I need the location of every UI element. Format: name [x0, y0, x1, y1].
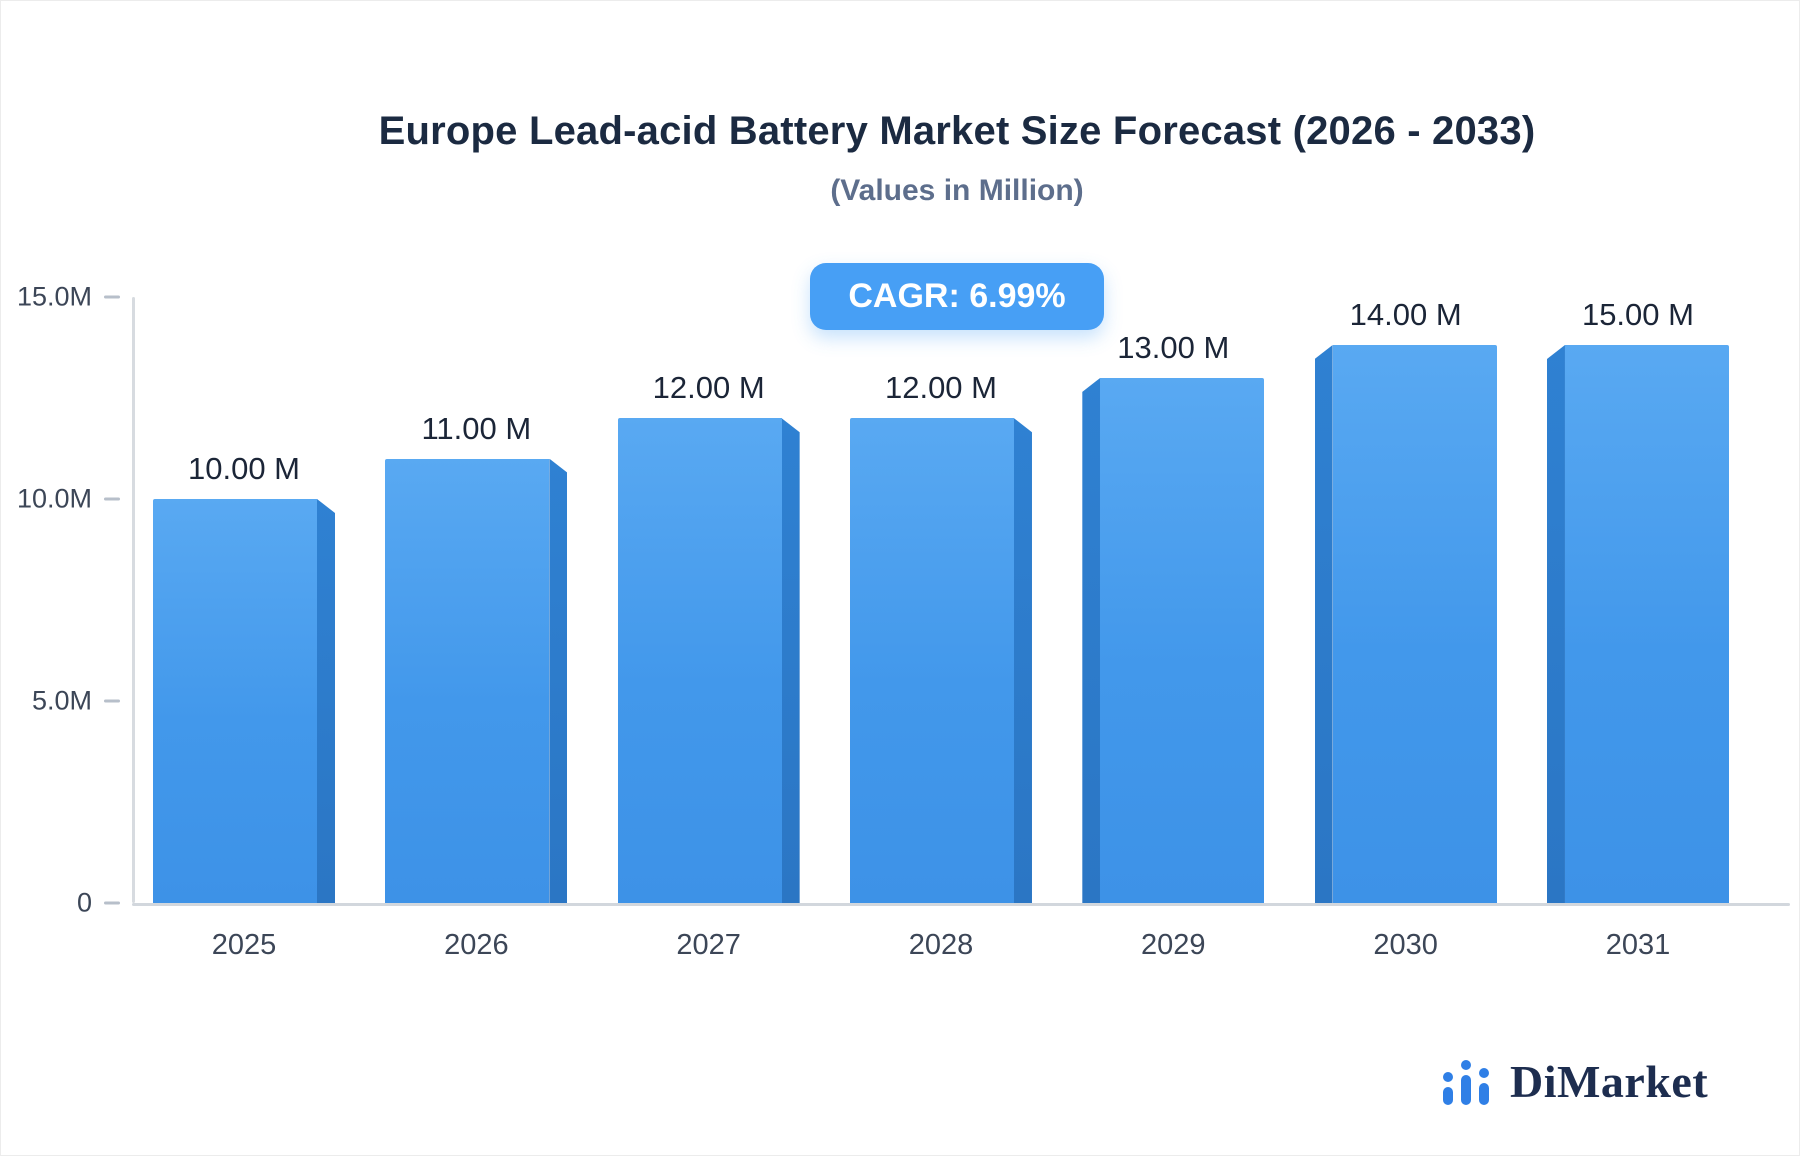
x-axis-label: 2029 [1141, 929, 1206, 961]
bar-value-label: 15.00 M [1581, 297, 1694, 332]
bar-value-label: 10.00 M [187, 451, 300, 486]
bar-2025[interactable] [153, 499, 335, 903]
cagr-badge: CAGR: 6.99% [810, 263, 1104, 330]
bar-column-2025: 10.00 M 2025 [153, 297, 335, 961]
x-axis-label: 2031 [1605, 929, 1671, 961]
tick-mark [104, 901, 120, 905]
x-axis-label: 2027 [676, 929, 741, 961]
bar-face [1332, 345, 1497, 903]
bar-side-shade [1314, 345, 1333, 903]
y-tick: 10.0M [17, 484, 120, 515]
bar-column-2027: 12.00 M 2027 [617, 297, 800, 961]
x-axis-label: 2030 [1373, 929, 1438, 961]
bar-value-label: 11.00 M [421, 410, 532, 446]
bar-value-label: 13.00 M [1117, 329, 1230, 365]
bar-value-label: 12.00 M [652, 370, 765, 406]
bar-value-label: 12.00 M [884, 370, 997, 406]
x-axis-label: 2025 [211, 929, 277, 961]
bar-2026[interactable] [385, 458, 568, 903]
bar-face [153, 499, 317, 903]
bar-2029[interactable] [1082, 377, 1265, 903]
cagr-badge-wrap: CAGR: 6.99% [132, 263, 1782, 330]
x-axis-label: 2028 [908, 929, 974, 961]
bar-side-shade [549, 458, 568, 903]
bar-side-shade [1546, 345, 1565, 903]
y-axis-line [132, 297, 135, 903]
bar-face [1100, 377, 1265, 903]
plot-area: 10.00 M 2025 11.00 M 2026 12.00 M 2027 12.00 M… [132, 297, 1782, 961]
tick-mark [104, 295, 120, 299]
y-tick-label: 15.0M [16, 281, 92, 312]
brand-logo: DiMarket [1438, 1053, 1708, 1109]
bar-face [385, 458, 550, 903]
bar-face [617, 418, 782, 903]
bar-2028[interactable] [849, 418, 1032, 903]
bar-2031[interactable] [1546, 345, 1729, 903]
bar-2030[interactable] [1314, 345, 1497, 903]
bar-face [1564, 345, 1729, 903]
bar-column-2030: 14.00 M 2030 [1314, 297, 1497, 961]
brand-name: DiMarket [1510, 1055, 1709, 1107]
bar-column-2028: 12.00 M 2028 [849, 297, 1032, 961]
y-tick-label: 0 [76, 887, 92, 918]
bar-side-shade [1013, 418, 1032, 903]
bar-side-shade [317, 499, 335, 903]
bar-value-label: 14.00 M [1349, 297, 1462, 332]
y-tick-label: 10.0M [16, 483, 92, 514]
chart-subtitle: (Values in Million) [830, 174, 1084, 207]
bar-face [849, 418, 1014, 903]
bar-column-2026: 11.00 M 2026 [385, 297, 568, 961]
y-tick: 15.0M [17, 282, 120, 313]
bar-column-2029: 13.00 M 2029 [1082, 297, 1265, 961]
tick-mark [104, 497, 120, 501]
bar-chart-icon [1443, 1060, 1489, 1105]
bar-side-shade [1082, 377, 1101, 903]
bar-column-2031: 15.00 M 2031 [1546, 297, 1729, 961]
y-tick-label: 5.0M [31, 685, 92, 716]
bar-2027[interactable] [617, 418, 800, 903]
chart-area: 0 5.0M 10.0M 15.0M 10.00 M 2025 11.00 M 2026 12… [17, 282, 1790, 961]
y-tick: 0 [77, 888, 120, 919]
tick-mark [104, 699, 120, 703]
chart-title: Europe Lead-acid Battery Market Size For… [378, 109, 1536, 153]
x-axis-label: 2026 [444, 929, 509, 961]
y-tick: 5.0M [32, 686, 120, 717]
bar-side-shade [781, 418, 800, 903]
x-axis-line [132, 903, 1790, 906]
chart-header: Europe Lead-acid Battery Market Size For… [132, 109, 1782, 208]
